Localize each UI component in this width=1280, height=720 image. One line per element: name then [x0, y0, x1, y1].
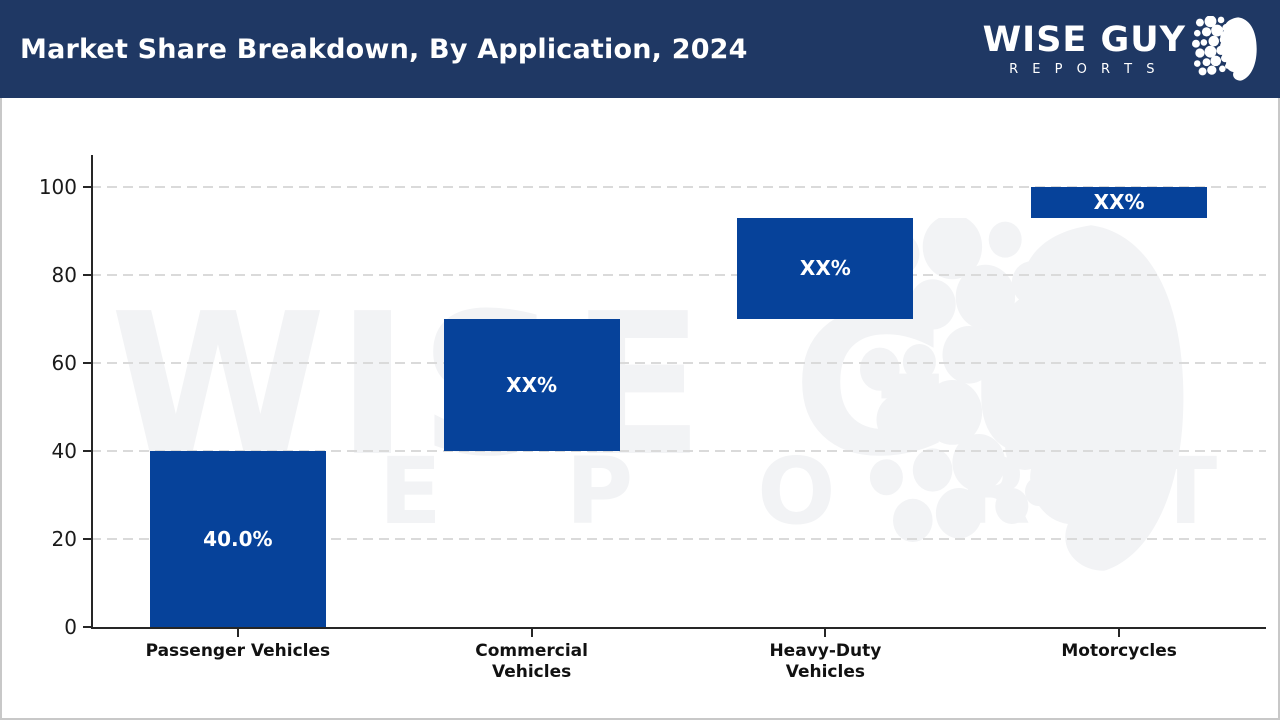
brand-face-icon: [1192, 16, 1257, 81]
gridline-20: [91, 538, 1266, 540]
chart-card: WISE GU R E P O R T S 02040608010040.0%P…: [0, 98, 1280, 720]
bar-4: XX%: [1031, 187, 1208, 218]
y-tick-label-40: 40: [51, 439, 77, 463]
gridline-40: [91, 450, 1266, 452]
x-tick-mark-1: [236, 629, 239, 637]
gridline-100: [91, 186, 1266, 188]
bar-value-label-1: 40.0%: [203, 527, 273, 551]
category-label-1: Passenger Vehicles: [145, 641, 331, 661]
y-tick-mark-80: [83, 274, 91, 276]
y-tick-mark-40: [83, 450, 91, 452]
y-axis: [91, 155, 93, 629]
brand-tagline: R E P O R T S: [1009, 61, 1160, 77]
y-tick-mark-0: [83, 626, 91, 628]
bar-value-label-3: XX%: [799, 256, 851, 281]
waterfall-chart: 0 20 40 60 80 100 40.0% Passenger Vehicles XX% Co…: [2, 98, 1278, 718]
category-label-2: Commercial Vehicles: [475, 641, 588, 683]
y-tick-mark-100: [83, 186, 91, 188]
page-title: Market Share Breakdown, By Application, …: [20, 33, 748, 65]
y-tick-label-60: 60: [51, 351, 77, 375]
y-tick-label-20: 20: [51, 527, 77, 551]
x-tick-mark-2: [530, 629, 533, 637]
category-label-3: Heavy-Duty Vehicles: [769, 641, 882, 683]
y-tick-mark-60: [83, 362, 91, 364]
bar-3: XX%: [737, 217, 914, 319]
brand-name: WISE GUY: [982, 19, 1186, 60]
x-axis: [91, 627, 1266, 629]
y-tick-label-100: 100: [38, 175, 77, 199]
bar-2: XX%: [443, 319, 620, 451]
gridline-80: [91, 274, 1266, 276]
y-tick-label-80: 80: [51, 263, 77, 287]
x-tick-mark-3: [824, 629, 827, 637]
bar-value-label-4: XX%: [1093, 190, 1145, 215]
brand-text: WISE GUY R E P O R T S: [982, 19, 1186, 77]
x-tick-mark-4: [1118, 629, 1121, 637]
y-tick-label-0: 0: [64, 615, 77, 639]
bar-value-label-2: XX%: [506, 373, 558, 397]
brand-logo: WISE GUY R E P O R T S: [983, 16, 1262, 82]
y-tick-mark-20: [83, 538, 91, 540]
bar-1: 40.0%: [149, 451, 326, 627]
category-label-4: Motorcycles: [1061, 641, 1177, 661]
header: Market Share Breakdown, By Application, …: [0, 0, 1280, 98]
gridline-60: [91, 362, 1266, 364]
